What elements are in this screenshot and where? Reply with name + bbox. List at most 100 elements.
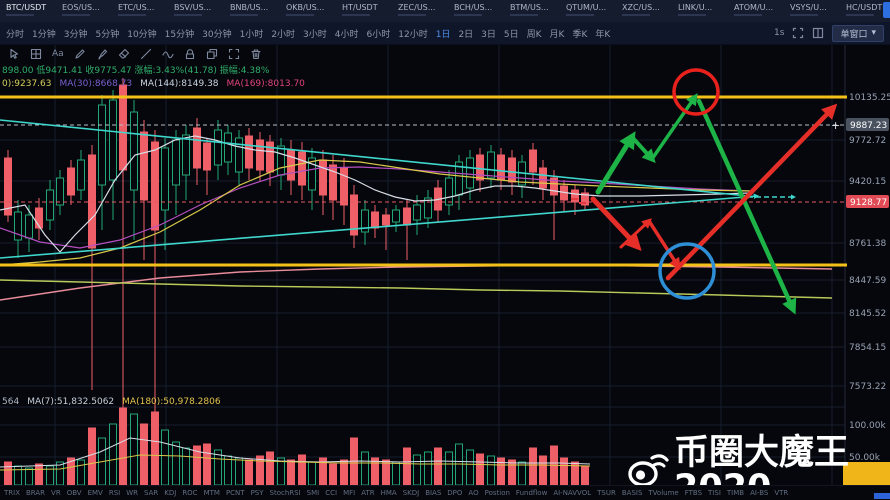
timeframe-button[interactable]: 年K — [595, 29, 611, 40]
arrow-annotations[interactable] — [590, 93, 838, 315]
indicator-item[interactable]: FTBS — [684, 489, 703, 497]
expand-icon[interactable] — [228, 48, 240, 60]
indicator-item[interactable]: AI-NAVVOL — [553, 489, 592, 497]
indicator-item[interactable]: BIAS — [425, 489, 442, 497]
trash-icon[interactable] — [250, 48, 262, 60]
ticker-tab[interactable]: HC/USDT — [840, 0, 890, 22]
horizontal-line-drawings[interactable] — [0, 95, 847, 267]
timeframe-button[interactable]: 5日 — [503, 29, 519, 40]
pencil-icon[interactable] — [74, 48, 86, 60]
indicator-item[interactable]: AI-BS — [750, 489, 769, 497]
grid-icon[interactable] — [30, 48, 42, 60]
indicator-item[interactable]: SMI — [306, 489, 320, 497]
indicator-item[interactable]: EMV — [87, 489, 103, 497]
indicator-item[interactable]: TVolume — [648, 489, 679, 497]
indicator-item[interactable]: TIMB — [726, 489, 745, 497]
timeframe-button[interactable]: 30分钟 — [202, 29, 232, 40]
chevron-down-icon: ▾ — [871, 28, 876, 38]
ticker-tab[interactable]: LINK/U... — [672, 0, 728, 22]
indicator-item[interactable]: ATR — [361, 489, 375, 497]
fullscreen-icon[interactable] — [792, 27, 804, 39]
svg-text:8447.59: 8447.59 — [849, 276, 886, 286]
timeframe-button[interactable]: 15分钟 — [164, 29, 195, 40]
cursor-icon[interactable] — [8, 48, 20, 60]
ticker-tab[interactable]: BSV/US... — [168, 0, 224, 22]
timeframe-button[interactable]: 2小时 — [271, 29, 296, 40]
copy-icon[interactable] — [206, 48, 218, 60]
indicator-item[interactable]: OBV — [66, 489, 82, 497]
line-icon[interactable] — [140, 48, 152, 60]
ticker-tab[interactable]: BNB/US... — [224, 0, 280, 22]
svg-text:9128.77: 9128.77 — [850, 198, 887, 208]
indicator-item[interactable]: CCI — [325, 489, 338, 497]
indicator-item[interactable]: HMA — [380, 489, 397, 497]
timeframe-button[interactable]: 5分钟 — [95, 29, 120, 40]
ticker-tab[interactable]: XZC/US... — [616, 0, 672, 22]
timeframe-button[interactable]: 6小时 — [366, 29, 391, 40]
eraser-icon[interactable] — [118, 48, 130, 60]
indicator-item[interactable]: DPO — [447, 489, 463, 497]
indicator-item[interactable]: MFI — [343, 489, 356, 497]
indicator-item[interactable]: RSI — [108, 489, 121, 497]
indicator-item[interactable]: Fundflow — [515, 489, 548, 497]
timeframe-button[interactable]: 3小时 — [303, 29, 327, 40]
ticker-tab[interactable]: QTUM/U... — [560, 0, 616, 22]
price-alert-plus-icon[interactable]: + — [831, 119, 840, 132]
ticker-tab[interactable]: BTM/US... — [504, 0, 560, 22]
indicator-item[interactable]: SKDJ — [402, 489, 420, 497]
ticker-tab[interactable]: ETC/US... — [112, 0, 168, 22]
indicator-item[interactable]: SAR — [144, 489, 159, 497]
window-mode-dropdown[interactable]: 单窗口 ▾ — [832, 24, 884, 42]
window-mode-label: 单窗口 — [840, 29, 868, 40]
indicator-item[interactable]: BASIS — [621, 489, 643, 497]
indicator-item[interactable]: MTM — [203, 489, 220, 497]
indicator-item[interactable]: Postion — [484, 489, 510, 497]
blue-circle-annotation[interactable] — [658, 242, 716, 300]
timeframe-button[interactable]: 10分钟 — [127, 29, 157, 40]
trendline-drawings[interactable] — [0, 119, 797, 259]
timeframe-button[interactable]: 1日 — [435, 29, 451, 40]
indicator-item[interactable]: PCNT — [225, 489, 245, 497]
ticker-tab[interactable]: ZEC/US... — [392, 0, 448, 22]
indicator-item[interactable]: ROC — [182, 489, 198, 497]
timeframe-button[interactable]: 季K — [572, 29, 588, 40]
ticker-tab[interactable]: BCH/US... — [448, 0, 504, 22]
pane-layout-icon[interactable] — [812, 27, 824, 39]
indicator-item[interactable]: TSUR — [597, 489, 616, 497]
indicator-item[interactable]: TISI — [708, 489, 721, 497]
indicator-item[interactable]: StochRSI — [269, 489, 301, 497]
timeframe-button[interactable]: 1小时 — [239, 29, 264, 40]
indicator-item[interactable]: AO — [468, 489, 479, 497]
text-icon[interactable]: Aa — [52, 48, 64, 59]
red-circle-annotation[interactable] — [672, 68, 720, 116]
timeframe-button[interactable]: 月K — [549, 29, 565, 40]
indicator-item[interactable]: BRAR — [26, 489, 46, 497]
ticker-tab[interactable]: VSYS/U... — [784, 0, 840, 22]
lock-icon[interactable] — [184, 48, 196, 60]
ticker-tab[interactable]: EOS/US... — [56, 0, 112, 22]
indicator-item[interactable]: VR — [51, 489, 61, 497]
timeframe-button[interactable]: 周K — [526, 29, 542, 40]
indicator-item[interactable]: PSY — [250, 489, 264, 497]
ticker-tab[interactable]: HT/USDT — [336, 0, 392, 22]
timeframe-button[interactable]: 2日 — [458, 29, 474, 40]
indicator-item[interactable]: WR — [126, 489, 139, 497]
timeframe-button[interactable]: 分时 — [6, 29, 25, 40]
timeframe-button[interactable]: 3分钟 — [63, 29, 88, 40]
indicator-item[interactable]: KDJ — [164, 489, 177, 497]
ticker-tab[interactable]: ATOM/U... — [728, 0, 784, 22]
indicator-item[interactable]: VTR — [774, 489, 789, 497]
timeframe-button[interactable]: 3日 — [481, 29, 496, 40]
indicator-scroll-handle[interactable] — [874, 493, 890, 499]
indicator-item[interactable]: TRIX — [4, 489, 20, 497]
timeframe-button[interactable]: 4小时 — [334, 29, 359, 40]
ticker-tab[interactable]: OKB/US... — [280, 0, 336, 22]
ticker-tab[interactable]: BTC/USDT — [0, 0, 56, 22]
timeframe-button[interactable]: 12小时 — [398, 29, 428, 40]
tabbar-scroll-handle[interactable] — [883, 2, 890, 18]
timeframe-button[interactable]: 1分钟 — [32, 29, 56, 40]
drawing-toolbar: Aa — [0, 45, 262, 62]
brush-icon[interactable] — [96, 48, 108, 60]
wave-icon[interactable] — [162, 48, 174, 60]
